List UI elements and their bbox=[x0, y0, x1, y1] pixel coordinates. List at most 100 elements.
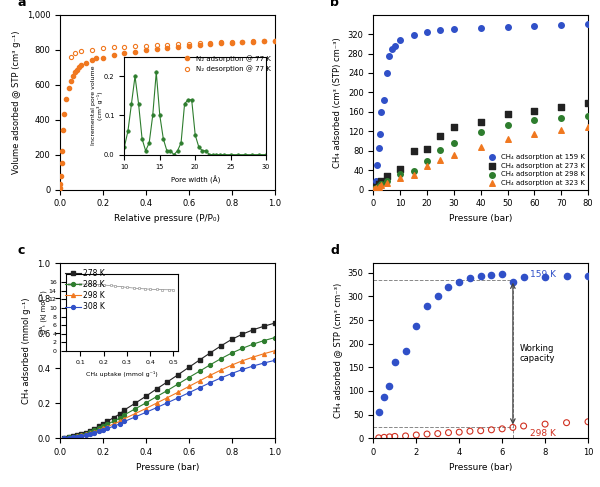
298 K bbox=[217, 367, 224, 373]
CH₄ adsorption at 298 K bbox=[409, 168, 418, 175]
CH₄ adsorption at 273 K bbox=[374, 180, 383, 188]
298 K bbox=[131, 411, 139, 416]
Point bbox=[519, 422, 529, 430]
Point bbox=[476, 427, 485, 434]
298 K bbox=[271, 348, 278, 354]
Line: N₂ desorption @ 77 K: N₂ desorption @ 77 K bbox=[68, 38, 277, 59]
Point bbox=[519, 274, 529, 281]
278 K bbox=[116, 411, 124, 417]
Y-axis label: Volume adsorbed @ STP (cm³ g⁻¹): Volume adsorbed @ STP (cm³ g⁻¹) bbox=[12, 30, 21, 174]
N₂ desorption @ 77 K bbox=[175, 41, 182, 47]
288 K bbox=[217, 356, 224, 361]
N₂ adsorption @ 77 K bbox=[93, 56, 100, 61]
N₂ desorption @ 77 K bbox=[206, 40, 214, 46]
CH₄ adsorption at 323 K bbox=[371, 185, 381, 192]
278 K bbox=[65, 434, 72, 440]
N₂ adsorption @ 77 K bbox=[142, 47, 149, 53]
Y-axis label: CH₄ adsorbed (cm³ (STP) cm⁻³): CH₄ adsorbed (cm³ (STP) cm⁻³) bbox=[333, 37, 342, 168]
278 K bbox=[74, 432, 81, 438]
298 K bbox=[69, 434, 76, 440]
278 K bbox=[153, 386, 160, 392]
308 K bbox=[82, 432, 89, 438]
308 K bbox=[61, 435, 68, 441]
CH₄ adsorption at 159 K bbox=[377, 108, 386, 116]
Point bbox=[508, 424, 518, 431]
278 K bbox=[175, 372, 182, 378]
CH₄ adsorption at 159 K bbox=[476, 24, 485, 32]
298 K bbox=[91, 429, 98, 435]
278 K bbox=[104, 418, 111, 424]
308 K bbox=[228, 371, 235, 376]
CH₄ adsorption at 159 K bbox=[370, 182, 380, 190]
288 K bbox=[250, 341, 257, 347]
308 K bbox=[239, 367, 246, 373]
Text: 159 K: 159 K bbox=[530, 270, 556, 279]
CH₄ adsorption at 323 K bbox=[370, 185, 380, 193]
308 K bbox=[250, 363, 257, 369]
CH₄ adsorption at 159 K bbox=[395, 36, 405, 44]
N₂ adsorption @ 77 K bbox=[206, 41, 214, 47]
N₂ desorption @ 77 K bbox=[131, 43, 139, 49]
278 K bbox=[142, 393, 149, 399]
308 K bbox=[91, 430, 98, 436]
308 K bbox=[153, 405, 160, 411]
Text: d: d bbox=[331, 244, 340, 258]
308 K bbox=[142, 410, 149, 415]
N₂ adsorption @ 77 K bbox=[217, 40, 224, 46]
CH₄ adsorption at 323 K bbox=[583, 124, 593, 131]
Legend: CH₄ adsorption at 159 K, CH₄ adsorption at 273 K, CH₄ adsorption at 298 K, CH₄ a: CH₄ adsorption at 159 K, CH₄ adsorption … bbox=[485, 154, 584, 186]
Point bbox=[412, 322, 421, 330]
Point bbox=[487, 426, 496, 434]
CH₄ adsorption at 159 K bbox=[583, 20, 593, 28]
308 K bbox=[74, 434, 81, 440]
288 K bbox=[260, 337, 268, 343]
Point bbox=[508, 278, 518, 286]
CH₄ adsorption at 273 K bbox=[503, 111, 512, 118]
CH₄ adsorption at 323 K bbox=[409, 171, 418, 179]
N₂ desorption @ 77 K bbox=[185, 41, 193, 47]
288 K bbox=[185, 375, 193, 380]
288 K bbox=[239, 345, 246, 351]
288 K bbox=[175, 381, 182, 387]
CH₄ adsorption at 159 K bbox=[374, 145, 383, 152]
Point bbox=[583, 418, 593, 426]
N₂ adsorption @ 77 K bbox=[59, 127, 67, 133]
308 K bbox=[185, 390, 193, 396]
CH₄ adsorption at 323 K bbox=[503, 135, 512, 143]
278 K bbox=[86, 428, 94, 434]
Point bbox=[443, 283, 453, 291]
N₂ adsorption @ 77 K bbox=[69, 73, 76, 79]
CH₄ adsorption at 298 K bbox=[369, 186, 379, 193]
308 K bbox=[206, 380, 214, 386]
278 K bbox=[271, 320, 278, 326]
CH₄ adsorption at 273 K bbox=[422, 145, 432, 153]
288 K bbox=[82, 431, 89, 436]
CH₄ adsorption at 298 K bbox=[583, 112, 593, 120]
N₂ adsorption @ 77 K bbox=[175, 44, 182, 50]
288 K bbox=[86, 429, 94, 435]
298 K bbox=[260, 351, 268, 356]
CH₄ adsorption at 298 K bbox=[374, 182, 383, 190]
CH₄ adsorption at 159 K bbox=[382, 69, 392, 77]
298 K bbox=[153, 400, 160, 406]
N₂ adsorption @ 77 K bbox=[110, 52, 117, 58]
N₂ adsorption @ 77 K bbox=[153, 46, 160, 52]
278 K bbox=[78, 431, 85, 437]
Point bbox=[497, 270, 507, 278]
Point bbox=[562, 419, 571, 427]
N₂ desorption @ 77 K bbox=[196, 40, 203, 46]
CH₄ adsorption at 159 K bbox=[390, 42, 400, 50]
Text: b: b bbox=[331, 0, 340, 9]
CH₄ adsorption at 323 K bbox=[382, 179, 392, 187]
N₂ adsorption @ 77 K bbox=[76, 64, 83, 70]
CH₄ adsorption at 323 K bbox=[436, 156, 445, 164]
Point bbox=[390, 432, 400, 440]
CH₄ adsorption at 323 K bbox=[449, 151, 458, 159]
N₂ desorption @ 77 K bbox=[100, 45, 107, 51]
298 K bbox=[61, 435, 68, 441]
288 K bbox=[206, 362, 214, 368]
N₂ desorption @ 77 K bbox=[142, 43, 149, 49]
Point bbox=[454, 278, 464, 286]
278 K bbox=[250, 327, 257, 333]
278 K bbox=[100, 421, 107, 427]
